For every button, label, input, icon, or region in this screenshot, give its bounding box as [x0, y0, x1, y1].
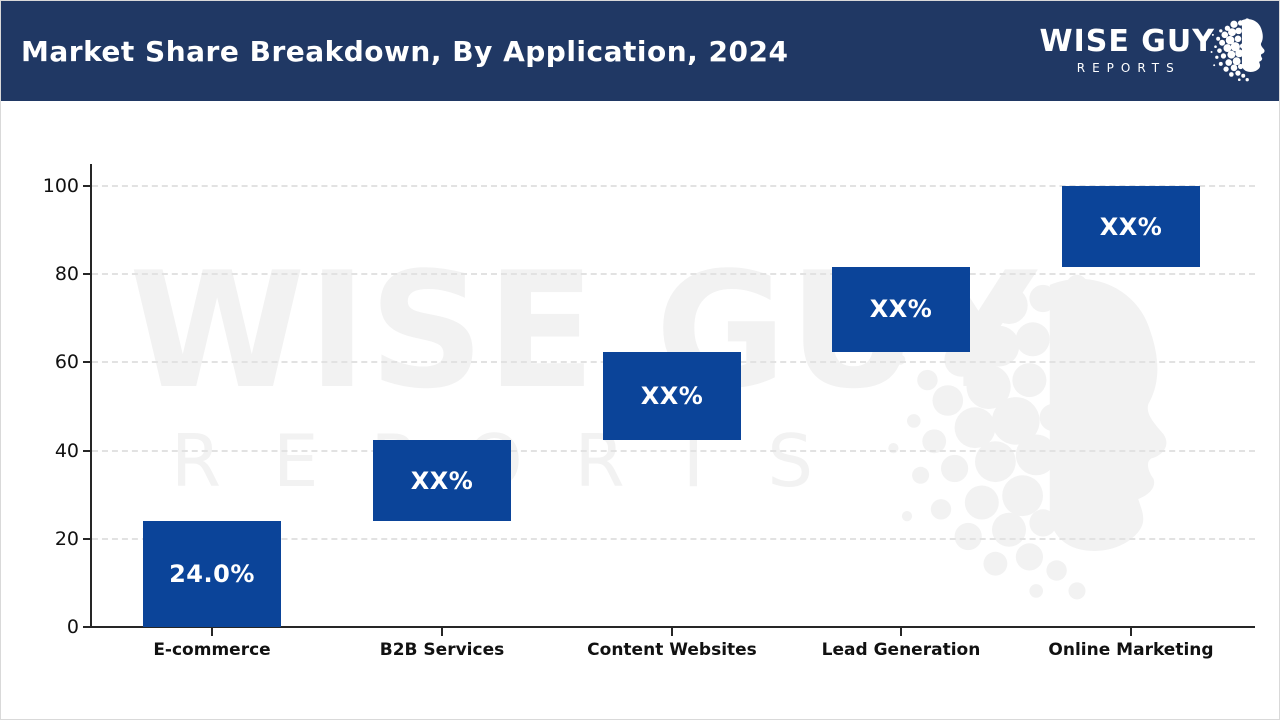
gridline-80	[92, 273, 1255, 276]
bar-value-label: XX%	[1099, 212, 1163, 241]
x-axis-spine	[90, 626, 1255, 628]
y-axis-spine	[90, 163, 92, 628]
logo-name: WISE GUY	[1039, 24, 1215, 59]
y-tick-label: 40	[54, 439, 79, 462]
y-tick-mark	[83, 626, 91, 628]
header-bar: Market Share Breakdown, By Application, …	[1, 1, 1279, 101]
y-tick-label: 0	[66, 616, 79, 638]
x-tick-mark	[211, 628, 213, 636]
bar-value-label: XX%	[410, 466, 474, 495]
logo-tagline: REPORTS	[1076, 61, 1181, 75]
bar-b2b-services: XX%	[373, 440, 511, 522]
bar-value-label: XX%	[640, 381, 704, 410]
y-tick-label: 60	[54, 351, 79, 374]
category-label-5: Online Marketing	[1048, 640, 1214, 660]
bar-content-websites: XX%	[603, 351, 741, 440]
category-label-3: Content Websites	[587, 640, 757, 660]
x-tick-mark	[671, 628, 673, 636]
bar-e-commerce: 24.0%	[143, 521, 281, 627]
bar-online-marketing: XX%	[1062, 186, 1200, 268]
gridline-40	[92, 449, 1255, 452]
wiseguy-logo: WISE GUY REPORTS	[1039, 9, 1267, 93]
y-tick-mark	[83, 449, 91, 452]
bar-lead-generation: XX%	[832, 267, 970, 352]
y-tick-label: 20	[54, 527, 79, 550]
category-label-2: B2B Services	[379, 640, 505, 660]
y-tick-mark	[83, 273, 91, 276]
bar-value-label: 24.0%	[169, 560, 255, 589]
logo-head-icon	[1210, 18, 1265, 82]
category-label-4: Lead Generation	[821, 640, 981, 660]
logo-text: WISE GUY REPORTS	[1039, 24, 1215, 76]
y-tick-mark	[83, 537, 91, 540]
x-tick-mark	[441, 628, 443, 636]
category-label-1: E-commerce	[153, 640, 271, 660]
x-tick-mark	[1130, 628, 1132, 636]
bar-value-label: XX%	[869, 295, 933, 324]
y-tick-label: 100	[42, 175, 79, 197]
gridline-100	[92, 185, 1255, 187]
y-tick-mark	[83, 185, 91, 187]
page-title: Market Share Breakdown, By Application, …	[21, 34, 789, 68]
x-tick-mark	[900, 628, 902, 636]
y-tick-mark	[83, 361, 91, 364]
gridline-20	[92, 537, 1255, 540]
y-tick-label: 80	[54, 263, 79, 286]
